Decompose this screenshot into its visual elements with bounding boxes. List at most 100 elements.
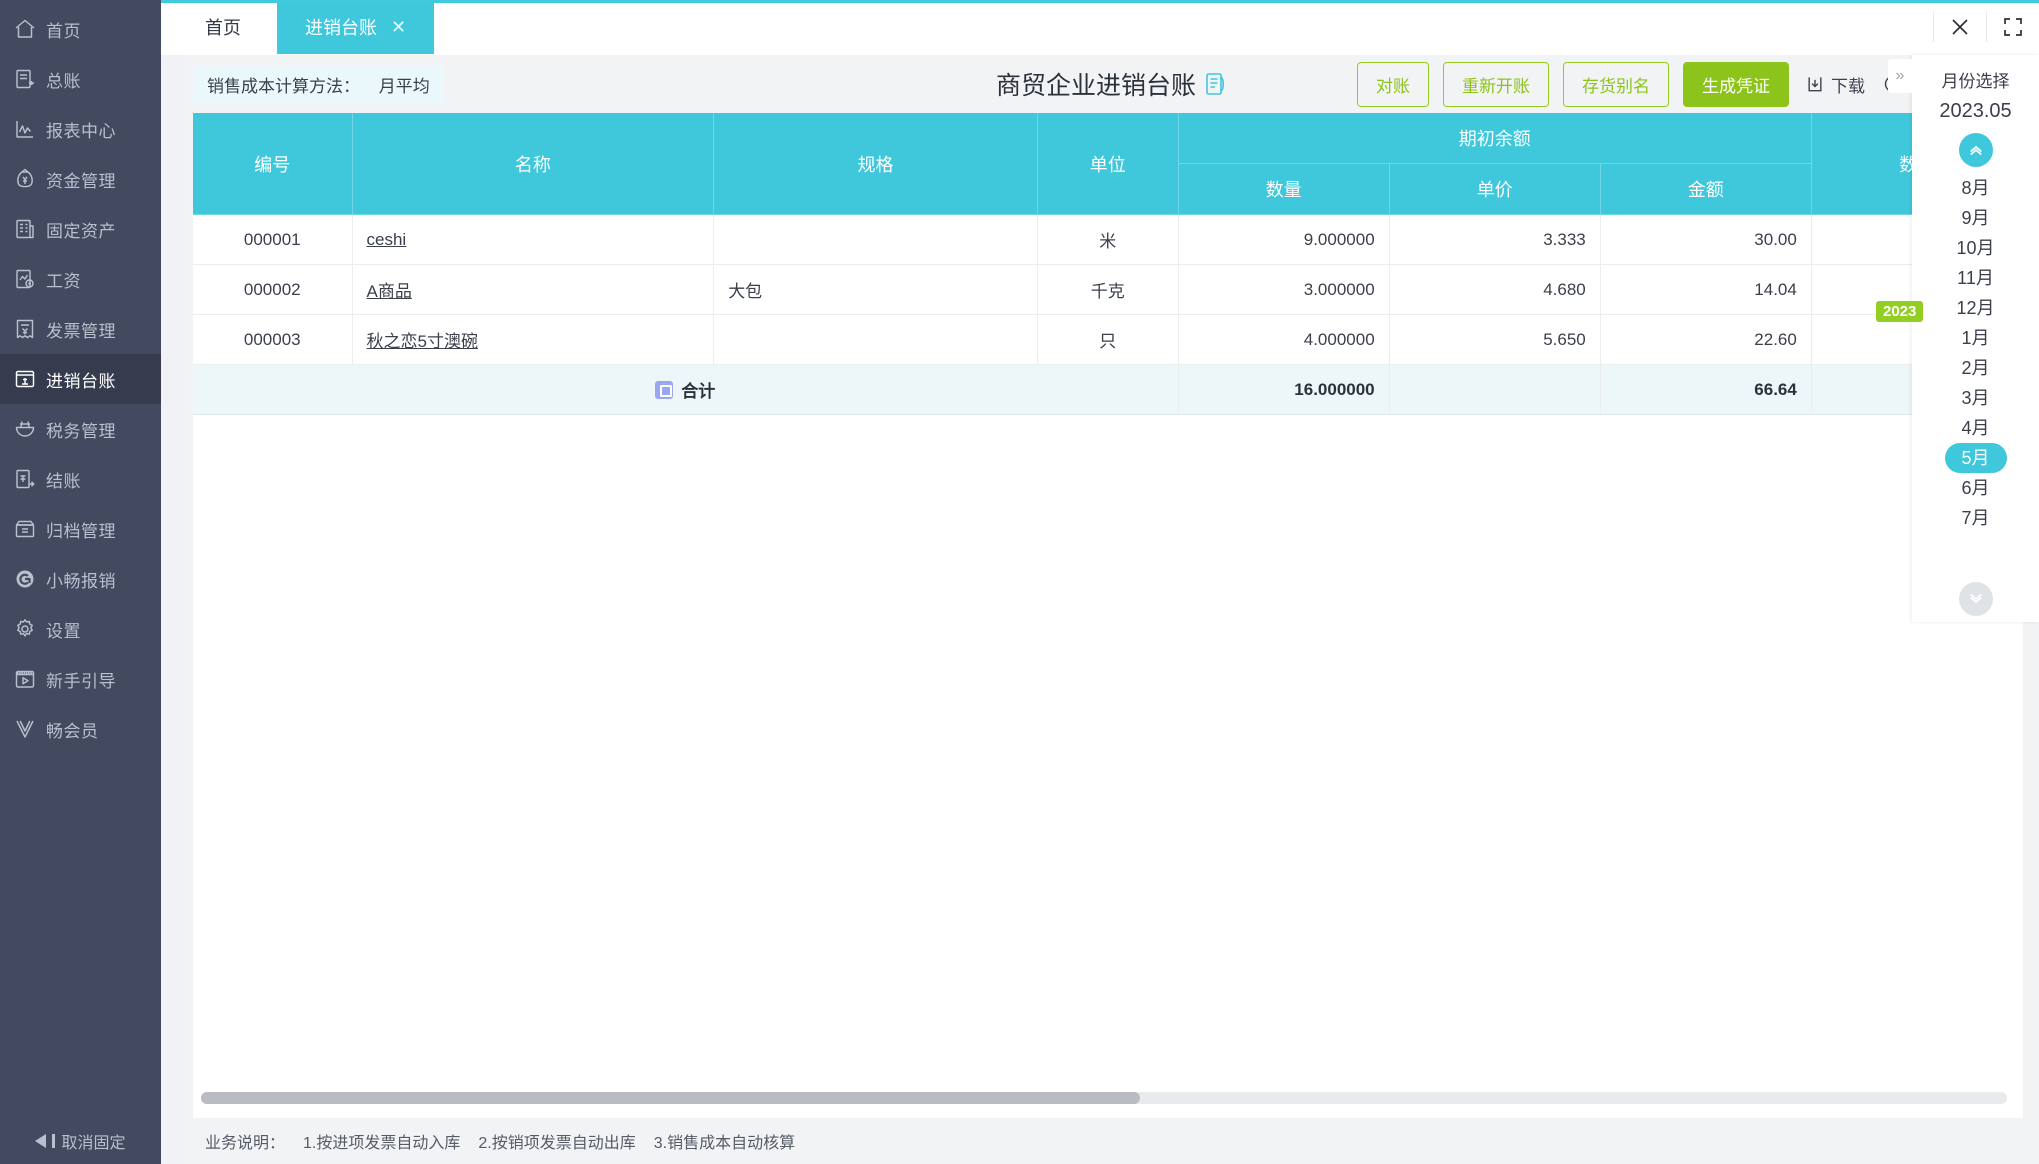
month-scroll-down-icon[interactable] [1958, 582, 1993, 616]
tab-purchase-sales-ledger[interactable]: 进销台账 ✕ [277, 0, 435, 54]
item-name-link[interactable]: ceshi [366, 229, 407, 249]
inventory-alias-button[interactable]: 存货别名 [1563, 61, 1669, 107]
sidebar-item-14[interactable]: 新手引导 [0, 654, 161, 704]
table-row[interactable]: 000002 A商品 大包 千克 3.000000 4.680 14.04 [193, 264, 2023, 315]
table-row[interactable]: 000003 秋之恋5寸澳碗 只 4.000000 5.650 22.60 [193, 314, 2023, 365]
cell-opening-price: 4.680 [1389, 264, 1601, 315]
close-icon[interactable] [1934, 0, 1986, 54]
month-item-3[interactable]: 10月 [1956, 238, 1995, 258]
ledger-table-body: 000001ceshi米9.0000003.33330.0011.0000000… [193, 214, 2023, 415]
sidebar-item-label: 小畅报销 [46, 571, 116, 591]
generate-voucher-button[interactable]: 生成凭证 [1683, 61, 1789, 107]
sidebar-item-label: 资金管理 [46, 171, 116, 191]
sidebar-item-13[interactable]: 设置 [0, 604, 161, 654]
horizontal-scrollbar[interactable] [201, 1092, 2007, 1104]
topbar-divider-2 [1986, 12, 1987, 42]
sidebar-item-3[interactable]: 报表中心 [0, 104, 161, 154]
ledger-table: 编号 名称 规格 单位 期初余额 数量 数量 单价 金额 [193, 113, 2023, 415]
sidebar-item-10[interactable]: 结账 [0, 454, 161, 504]
reopen-account-button[interactable]: 重新开账 [1443, 61, 1549, 107]
cell-name[interactable]: A商品 [352, 264, 715, 315]
col-name[interactable]: 名称 [352, 113, 715, 215]
document-info-icon[interactable] [1204, 71, 1228, 97]
cell-name[interactable]: 秋之恋5寸澳碗 [352, 314, 715, 365]
scrollbar-thumb[interactable] [201, 1092, 1141, 1104]
sidebar-item-5[interactable]: 固定资产 [0, 204, 161, 254]
cell-opening-price: 3.333 [1389, 214, 1601, 265]
col-group-opening-balance: 期初余额 [1178, 113, 1812, 164]
ledger-icon [4, 67, 46, 91]
sidebar-item-8[interactable]: 进销台账 [0, 354, 161, 404]
tab-close-icon[interactable]: ✕ [391, 16, 407, 37]
archive-icon [4, 517, 46, 541]
collapse-arrow-icon [35, 1134, 47, 1148]
col-code[interactable]: 编号 [193, 113, 353, 215]
sidebar-item-label: 税务管理 [46, 421, 116, 441]
business-note-item-1: 1.按进项发票自动入库 [303, 1135, 461, 1152]
cell-spec [713, 314, 1038, 365]
cell-spec: 大包 [713, 264, 1038, 315]
sidebar-item-label: 报表中心 [46, 121, 116, 141]
fullscreen-icon[interactable] [1987, 0, 2039, 54]
sidebar-item-9[interactable]: 税务管理 [0, 404, 161, 454]
cell-opening-amount: 14.04 [1600, 264, 1812, 315]
month-item-9[interactable]: 4月 [1961, 418, 1990, 438]
month-list: 8月 9月 10月 11月 12月 1月 2月 3月 4月 5月 6月 7月 [1944, 173, 2007, 576]
business-note-item-3: 3.销售成本自动核算 [653, 1135, 796, 1152]
month-panel-period: 2023.05 [1939, 100, 2012, 122]
sidebar-item-label: 固定资产 [46, 221, 116, 241]
cell-code: 000001 [193, 214, 353, 265]
header-row-2: 数量 单价 金额 [193, 163, 2023, 215]
month-item-8[interactable]: 3月 [1961, 388, 1990, 408]
page-title-text: 商贸企业进销台账 [995, 72, 1196, 100]
month-item-5[interactable]: 12月 [1956, 298, 1995, 318]
panel-collapse-icon[interactable]: » [1888, 59, 1912, 93]
month-item-12[interactable]: 7月 [1961, 508, 1990, 528]
col-opening-amount[interactable]: 金额 [1600, 163, 1812, 215]
payroll-icon [4, 267, 46, 291]
sidebar-item-label: 进销台账 [46, 371, 116, 391]
cell-code: 000003 [193, 314, 353, 365]
month-item-6[interactable]: 1月 [1961, 328, 1990, 348]
col-unit[interactable]: 单位 [1037, 113, 1179, 215]
business-note: 业务说明： 1.按进项发票自动入库 2.按销项发票自动出库 3.销售成本自动核算 [185, 1118, 2039, 1164]
sidebar-pin-label: 取消固定 [61, 1135, 126, 1152]
sidebar-item-1[interactable]: 首页 [0, 4, 161, 54]
sidebar-item-label: 结账 [46, 471, 81, 491]
month-item-7[interactable]: 2月 [1961, 358, 1990, 378]
month-item-4[interactable]: 11月 [1957, 268, 1994, 288]
month-item-11[interactable]: 6月 [1961, 478, 1990, 498]
month-selector-panel: » 月份选择 2023.05 8月 9月 10月 11月 12月 1月 2月 3月 4月 5月 6月… [1876, 55, 2039, 622]
sidebar-item-15[interactable]: 畅会员 [0, 704, 161, 754]
sidebar-item-7[interactable]: 发票管理 [0, 304, 161, 354]
col-spec[interactable]: 规格 [713, 113, 1038, 215]
reconcile-button[interactable]: 对账 [1357, 61, 1429, 107]
item-name-link[interactable]: A商品 [366, 282, 412, 301]
sidebar-item-4[interactable]: 资金管理 [0, 154, 161, 204]
sidebar-item-label: 畅会员 [46, 721, 99, 741]
tab-home[interactable]: 首页 [183, 0, 263, 54]
month-scroll-up-icon[interactable] [1958, 133, 1993, 167]
sidebar-item-11[interactable]: 归档管理 [0, 504, 161, 554]
month-panel-title: 月份选择 [1941, 72, 2010, 91]
month-item-10[interactable]: 5月 [1944, 443, 2007, 473]
cell-spec [713, 214, 1038, 265]
month-item-2[interactable]: 9月 [1961, 208, 1990, 228]
business-note-item-2: 2.按销项发票自动出库 [478, 1135, 636, 1152]
reimburse-icon [4, 567, 46, 591]
item-name-link[interactable]: 秋之恋5寸澳碗 [366, 332, 478, 351]
sidebar-item-2[interactable]: 总账 [0, 54, 161, 104]
download-button[interactable]: 下载 [1803, 68, 1867, 101]
ledger-book-icon [4, 367, 46, 391]
col-opening-price[interactable]: 单价 [1389, 163, 1601, 215]
sidebar-pin-toggle[interactable]: 取消固定 [0, 1118, 161, 1164]
month-item-1[interactable]: 8月 [1961, 178, 1990, 198]
col-opening-qty[interactable]: 数量 [1178, 163, 1390, 215]
sidebar-item-6[interactable]: 工资 [0, 254, 161, 304]
cell-name[interactable]: ceshi [352, 214, 715, 265]
lock-icon [655, 380, 674, 399]
sidebar-item-12[interactable]: 小畅报销 [0, 554, 161, 604]
invoice-icon [4, 317, 46, 341]
